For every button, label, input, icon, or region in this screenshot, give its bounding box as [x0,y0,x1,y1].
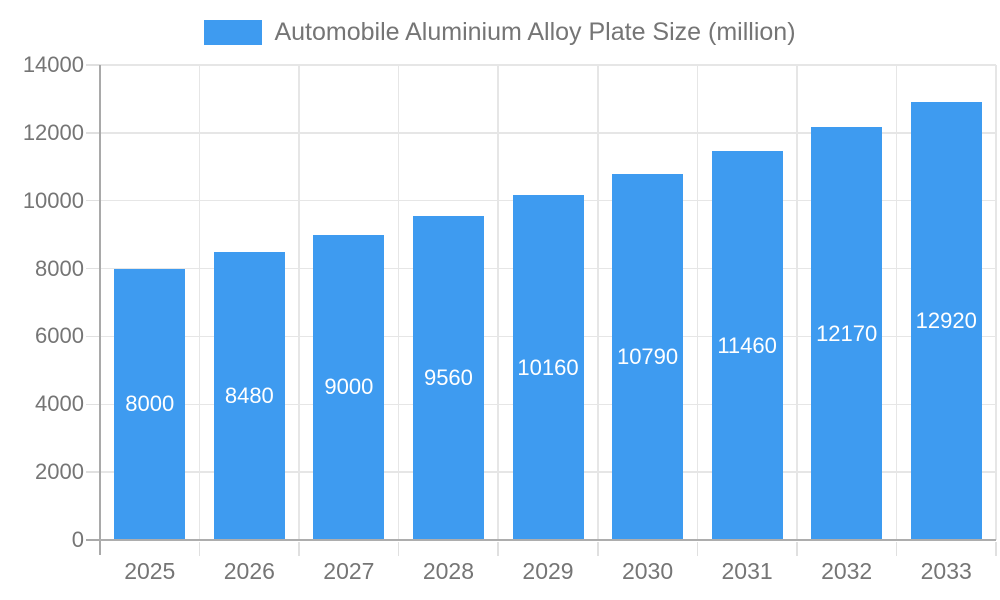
y-axis-tick-label: 8000 [35,255,84,281]
bar-value-label: 10160 [517,354,579,380]
x-axis-tick [497,542,499,556]
bar-2025[interactable]: 8000 [114,268,186,540]
gridline-vertical [397,65,400,540]
gridline-vertical [696,65,699,540]
y-axis-labels: 0 2000 4000 6000 8000 10000 12000 14000 [0,54,84,551]
y-axis-tick-label: 14000 [22,52,84,77]
y-axis-tick-label: 4000 [35,391,84,417]
legend-item[interactable]: Automobile Aluminium Alloy Plate Size (m… [204,18,796,47]
y-axis-tick [86,132,100,134]
gridline-vertical [597,65,599,540]
y-axis-tick [86,64,100,66]
x-axis-line [100,539,996,541]
gridline-vertical [497,65,499,540]
bar-value-label: 9000 [324,374,374,400]
x-axis-labels: 2025 2026 2027 2028 2029 2030 2031 2032 2033 [100,558,996,588]
y-axis-tick [86,471,100,473]
y-axis-tick-label: 0 [71,527,84,552]
bar-value-label: 11460 [717,332,777,358]
gridline-vertical [796,65,798,540]
y-axis-tick [86,539,100,541]
y-axis-tick [86,335,100,338]
x-axis-tick-label: 2027 [323,558,375,584]
x-axis-tick [298,542,300,556]
y-axis-line [99,65,101,555]
x-axis-tick-label: 2031 [721,558,773,584]
x-axis-tick-label: 2025 [124,558,176,584]
bar-value-label: 8000 [125,391,175,417]
plot-area: 8000 8480 9000 9560 10160 10790 11460 12170 1292… [100,64,997,556]
bar-2032[interactable]: 12170 [811,127,883,540]
bar-value-label: 8480 [224,383,274,409]
gridline-vertical [895,65,898,540]
x-axis-tick [995,542,997,556]
bar-value-label: 12920 [915,307,977,333]
bar-value-label: 9560 [423,364,473,390]
bar-2026[interactable]: 8480 [213,252,285,540]
gridline-vertical [995,65,997,540]
y-axis-tick-label: 12000 [22,119,84,145]
bar-value-label: 10790 [616,343,679,369]
y-axis-ticks [86,64,100,541]
x-axis-tick [696,542,699,556]
gridline-horizontal [100,64,996,66]
x-axis-tick [895,542,898,556]
x-axis-tick-label: 2032 [821,558,873,584]
y-axis-tick [86,199,100,202]
y-axis-tick [86,267,100,270]
gridline-vertical [298,65,300,540]
y-axis-tick-label: 2000 [35,459,84,485]
x-axis-tick-label: 2028 [422,558,475,584]
y-axis-tick-label: 6000 [35,323,84,349]
x-axis-tick [597,542,599,556]
gridline-vertical [198,65,201,540]
x-axis-tick-label: 2033 [920,558,972,584]
bar-2027[interactable]: 9000 [313,234,385,540]
gridline-horizontal [100,132,996,134]
legend: Automobile Aluminium Alloy Plate Size (m… [0,18,1000,47]
y-axis-tick-label: 10000 [22,187,84,213]
x-axis-tick [796,542,798,556]
y-axis-tick [86,403,100,406]
legend-swatch-icon [204,20,263,45]
x-axis-tick-label: 2026 [223,558,275,584]
x-axis-tick-label: 2030 [621,558,674,584]
bar-2030[interactable]: 10790 [612,173,684,540]
bar-2031[interactable]: 11460 [711,151,783,540]
bar-2033[interactable]: 12920 [910,101,982,540]
bar-2028[interactable]: 9560 [412,215,484,540]
x-axis-tick-label: 2029 [522,558,574,584]
x-axis-tick [198,542,201,556]
legend-label: Automobile Aluminium Alloy Plate Size (m… [274,18,796,46]
bar-value-label: 12170 [816,320,878,346]
x-axis-tick [397,542,400,556]
bar-2029[interactable]: 10160 [512,195,584,540]
